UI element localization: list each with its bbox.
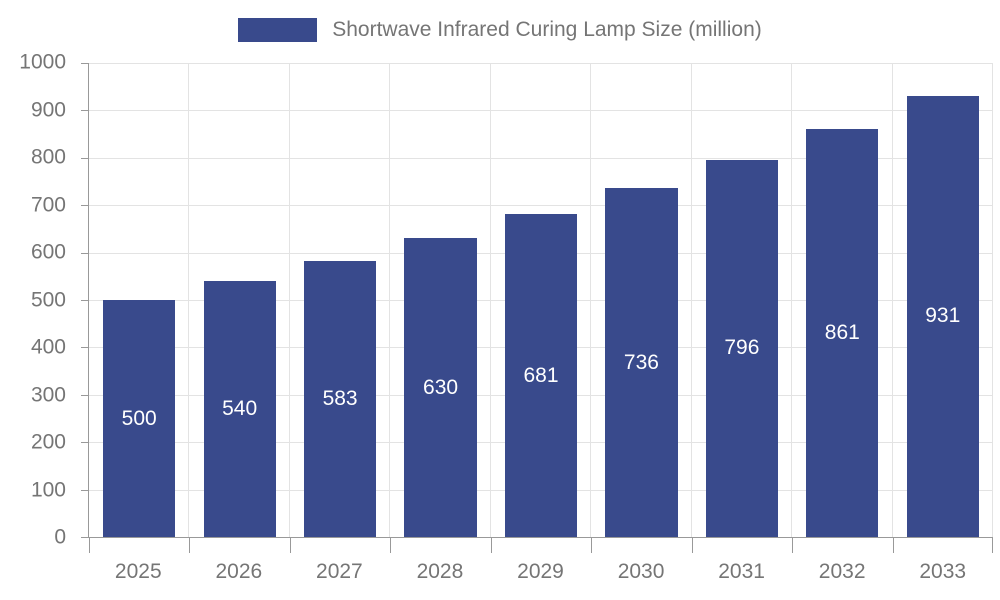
y-axis-tick [81, 63, 89, 64]
bar: 583 [303, 260, 377, 537]
bar-value-label: 861 [824, 320, 860, 344]
x-tick-label: 2032 [818, 560, 866, 583]
bar: 500 [103, 300, 176, 537]
bar-value-label: 540 [222, 397, 258, 421]
y-axis-tick [81, 300, 89, 301]
y-axis-tick [81, 252, 89, 254]
y-axis-tick [81, 157, 89, 159]
x-gridline [188, 63, 190, 537]
x-axis-tick [892, 537, 894, 553]
y-axis-tick [81, 442, 89, 444]
y-tick-label: 1000 [19, 50, 66, 74]
bar-value-label: 500 [121, 406, 157, 430]
x-axis-tick [289, 537, 291, 553]
bar: 540 [203, 281, 276, 537]
y-tick-label: 500 [30, 288, 66, 312]
bar: 861 [806, 128, 879, 537]
y-axis-tick [81, 110, 89, 112]
x-axis-tick [591, 537, 593, 553]
y-axis-tick [81, 205, 89, 207]
x-tick-label: 2027 [316, 560, 363, 583]
x-tick-label: 2028 [416, 560, 464, 583]
x-tick-label: 2031 [718, 560, 765, 583]
bar: 681 [504, 214, 578, 537]
x-gridline [489, 63, 491, 537]
y-tick-label: 100 [30, 478, 66, 502]
x-axis-tick [390, 537, 392, 553]
y-tick-label: 700 [30, 193, 66, 217]
bar-value-label: 931 [925, 304, 961, 328]
bar: 630 [404, 238, 477, 537]
x-axis: 2025 2026 2027 2028 2029 2030 2031 2032 2033 [88, 538, 993, 583]
y-tick-label: 800 [30, 145, 66, 169]
bar: 931 [906, 95, 979, 537]
x-gridline [288, 63, 290, 537]
y-axis-tick [81, 537, 89, 538]
y-tick-label: 400 [30, 335, 66, 359]
bar-value-label: 630 [423, 375, 459, 399]
y-gridline [89, 205, 993, 207]
x-gridline [891, 63, 893, 537]
x-tick-label: 2029 [517, 560, 564, 583]
legend-label: Shortwave Infrared Curing Lamp Size (mil… [332, 18, 762, 41]
x-axis-tick [691, 537, 693, 553]
x-tick-label: 2026 [215, 560, 263, 583]
y-gridline [89, 157, 993, 159]
y-gridline [89, 110, 993, 112]
x-axis-tick [992, 537, 993, 553]
x-tick-label: 2025 [114, 560, 162, 583]
bar-value-label: 681 [523, 363, 559, 387]
x-axis-tick [792, 537, 794, 553]
x-tick-label: 2033 [919, 560, 967, 583]
y-axis-tick [81, 394, 89, 396]
x-gridline [590, 63, 592, 537]
y-axis: 0 100 200 300 400 500 600 700 800 900 1000 [0, 51, 80, 549]
x-gridline [791, 63, 793, 537]
y-tick-label: 900 [30, 98, 66, 122]
y-tick-label: 300 [30, 383, 66, 407]
y-tick-label: 200 [30, 430, 66, 454]
legend-swatch [238, 18, 318, 42]
x-axis-tick [189, 537, 191, 553]
x-tick-label: 2030 [617, 560, 665, 583]
x-gridline [690, 63, 692, 537]
y-axis-tick [81, 347, 89, 349]
legend[interactable]: Shortwave Infrared Curing Lamp Size (mil… [0, 18, 1000, 42]
bar: 736 [605, 188, 678, 537]
bar-value-label: 736 [623, 350, 659, 374]
y-tick-label: 0 [54, 525, 66, 549]
y-gridline [89, 63, 993, 64]
bar-value-label: 796 [724, 336, 760, 360]
y-tick-label: 600 [30, 240, 66, 264]
y-axis-tick [81, 489, 89, 491]
x-axis-tick [89, 537, 90, 553]
x-gridline [992, 63, 993, 537]
bar: 796 [705, 159, 779, 537]
bar-value-label: 583 [322, 386, 358, 410]
x-axis-tick [490, 537, 492, 553]
x-gridline [389, 63, 391, 537]
plot-area: 500 540 583 630 681 736 796 861 931 [81, 63, 993, 553]
